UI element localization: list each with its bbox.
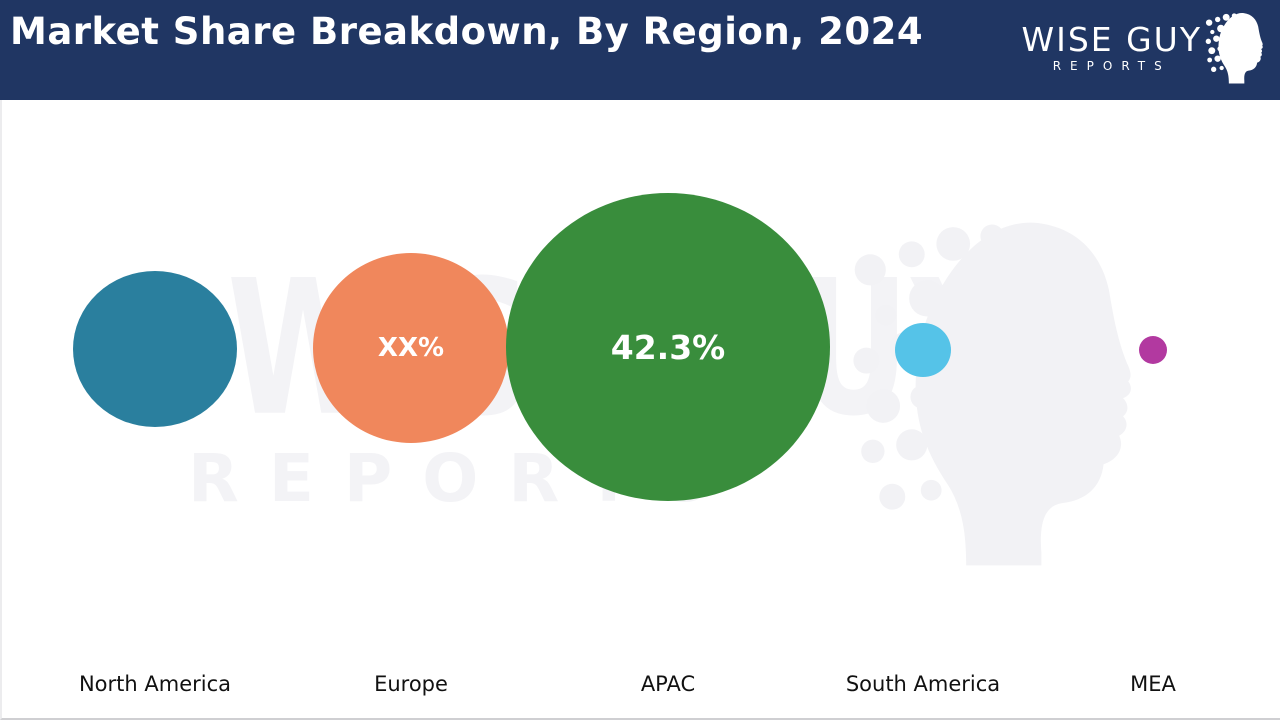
bubble-mea	[1139, 336, 1167, 364]
bubble-layer: XX% 42.3%	[2, 100, 1280, 718]
bubble-value-label-apac: 42.3%	[610, 327, 726, 367]
brand-name: WISE GUY	[1021, 19, 1202, 59]
bubble-chart: WISE GUY REPORTS XX%42.3% North AmericaE…	[0, 100, 1280, 720]
category-label-north-america: North America	[78, 672, 232, 696]
brand-subtitle: REPORTS	[1052, 59, 1171, 74]
category-label-south-america: South America	[845, 672, 1001, 696]
bubble-north-america	[73, 271, 237, 427]
bubble-europe: XX%	[313, 253, 509, 443]
header-bar: Market Share Breakdown, By Region, 2024 …	[0, 0, 1280, 100]
bubble-south-america	[895, 323, 951, 377]
category-label-mea: MEA	[1130, 672, 1176, 696]
dotted-head-icon	[1205, 12, 1263, 84]
brand-logo-text: WISE GUY REPORTS	[1021, 19, 1202, 74]
bubble-value-label-europe: XX%	[377, 333, 445, 363]
category-label-europe: Europe	[374, 672, 448, 696]
brand-logo: WISE GUY REPORTS	[1021, 12, 1266, 84]
bubble-apac: 42.3%	[506, 193, 830, 501]
page-title: Market Share Breakdown, By Region, 2024	[10, 10, 924, 53]
category-label-apac: APAC	[640, 672, 696, 696]
